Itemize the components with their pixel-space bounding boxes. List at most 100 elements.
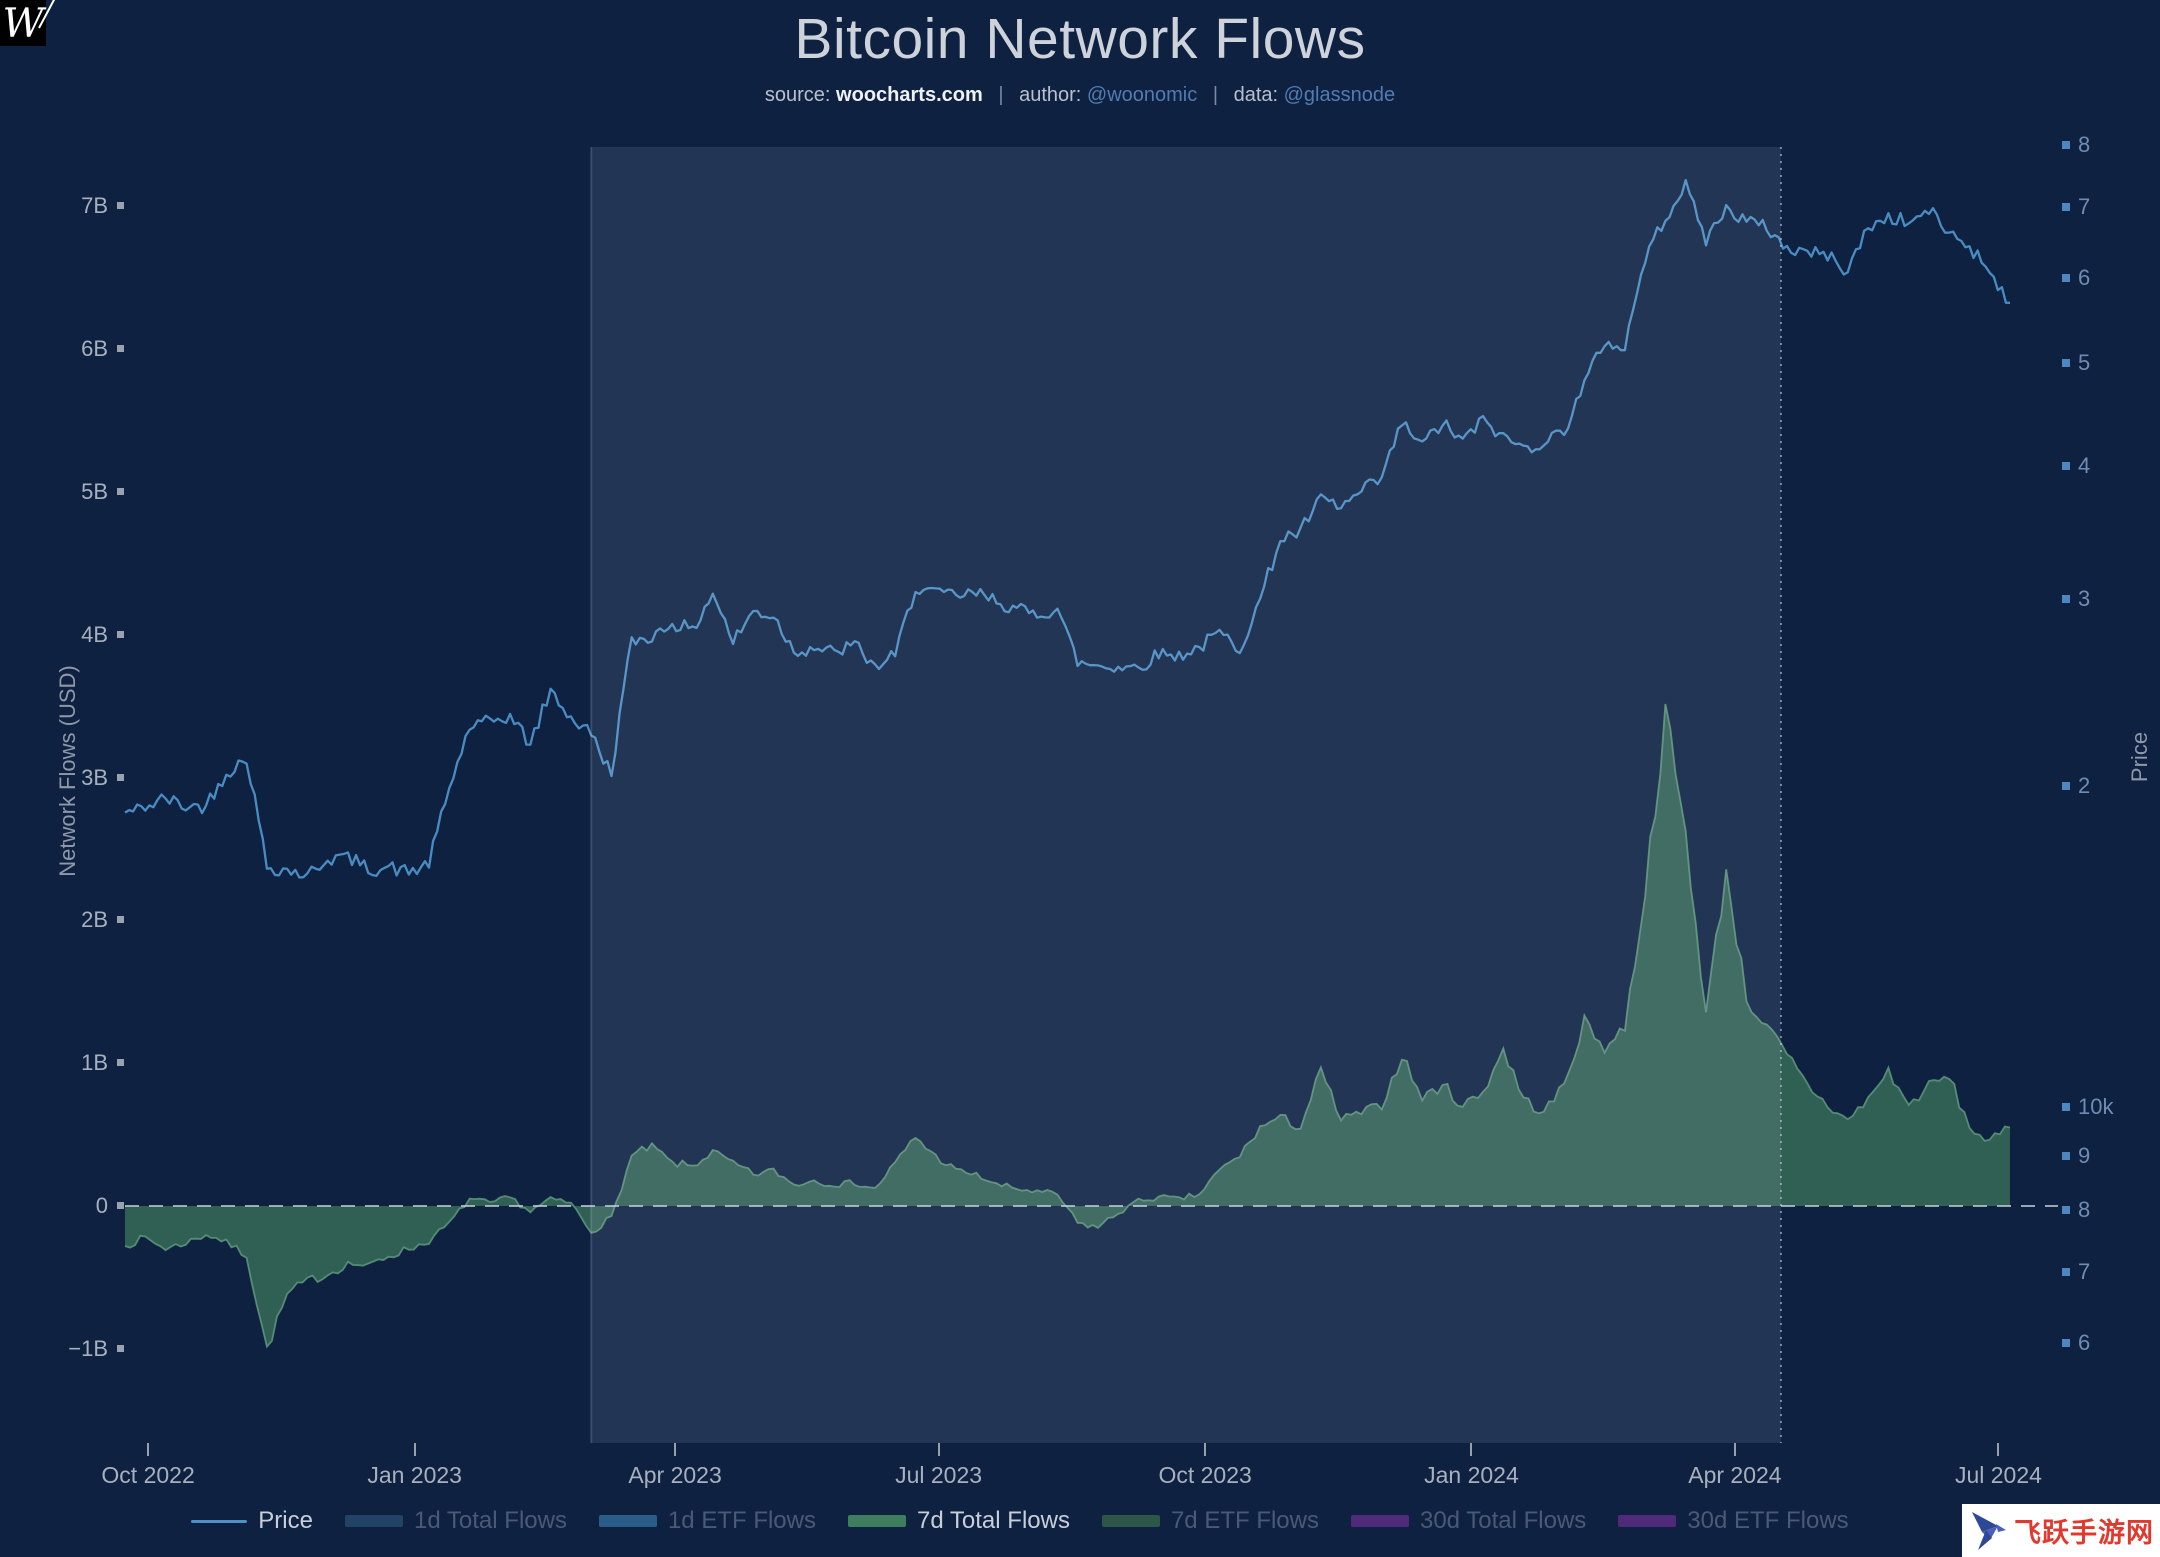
right-axis-tick-mark [2062, 1206, 2070, 1215]
legend-label: 1d ETF Flows [667, 1507, 816, 1534]
legend: Price 1d Total Flows 1d ETF Flows 7d Total … [0, 1507, 2040, 1535]
subtitle-separator: | [998, 84, 1004, 106]
left-axis-tick-mark [117, 630, 124, 638]
woocharts-logo[interactable]: W [0, 0, 56, 47]
right-axis-tick-mark [2062, 1103, 2070, 1111]
x-axis-tick-label: Apr 2024 [1688, 1462, 1782, 1488]
right-axis-tick-label: 10k [2078, 1094, 2114, 1119]
right-axis-tick-label: 4 [2078, 452, 2091, 478]
legend-item-1d-etf-flows[interactable]: 1d ETF Flows [598, 1507, 816, 1535]
left-axis-tick-label: 6B [81, 336, 108, 362]
x-axis-tick-mark [147, 1443, 150, 1456]
source-link[interactable]: woocharts.com [836, 84, 983, 106]
legend-item-7d-etf-flows[interactable]: 7d ETF Flows [1101, 1507, 1319, 1535]
data-link[interactable]: @glassnode [1283, 84, 1396, 106]
x-axis-tick-label: Oct 2022 [101, 1462, 195, 1488]
x-axis-tick-mark [1204, 1443, 1207, 1456]
legend-swatch [1101, 1515, 1160, 1527]
left-axis-tick-mark [117, 488, 124, 495]
left-axis-tick-mark [117, 1202, 124, 1209]
left-axis-tick-label: 0 [95, 1193, 108, 1218]
legend-label: 30d Total Flows [1419, 1507, 1587, 1534]
author-label: author: [1019, 84, 1082, 106]
left-axis-tick-label: −1B [68, 1335, 108, 1361]
x-axis-tick-label: Apr 2023 [628, 1462, 722, 1488]
logo-letter: W [2, 1, 44, 47]
legend-swatch [847, 1515, 906, 1527]
right-axis-tick-mark [2062, 461, 2070, 470]
right-axis-tick-mark [2062, 594, 2070, 603]
x-axis-tick-label: Jul 2024 [1954, 1462, 2042, 1488]
highlight-region[interactable] [591, 147, 1781, 1443]
legend-label: 7d ETF Flows [1170, 1507, 1319, 1534]
right-axis-tick-label: 2 [2078, 773, 2091, 799]
flows-area-series [125, 704, 2010, 1347]
right-axis-tick-mark [2062, 1339, 2070, 1348]
legend-label: 1d Total Flows [413, 1507, 567, 1534]
watermark-text: 飞跃手游网 [2014, 1518, 2154, 1549]
right-axis-tick-mark [2062, 274, 2070, 283]
x-axis-tick-label: Jul 2023 [895, 1462, 983, 1488]
right-axis-tick-label: 6 [2078, 1330, 2091, 1356]
x-axis-tick-label: Oct 2023 [1158, 1462, 1252, 1488]
right-axis-tick-label: 8 [2078, 132, 2091, 158]
page-title: Bitcoin Network Flows [794, 7, 1366, 71]
right-axis-tick-mark [2062, 358, 2070, 367]
right-axis-title: Price [2127, 731, 2152, 783]
left-axis-tick-label: 5B [81, 479, 108, 504]
right-axis-tick-label: 3 [2078, 585, 2091, 611]
x-axis-tick-mark [1733, 1443, 1736, 1456]
left-axis-tick-mark [117, 1059, 124, 1067]
watermark: 飞跃手游网 [1962, 1504, 2160, 1557]
right-axis-tick-label: 7 [2078, 1258, 2091, 1284]
flows-area-edge [124, 703, 2011, 1349]
right-axis-tick-mark [2062, 141, 2070, 150]
left-axis-tick-mark [117, 1344, 124, 1352]
left-axis-tick-mark [117, 345, 124, 353]
right-axis-tick-label: 9 [2078, 1142, 2091, 1168]
left-axis-tick-label: 1B [81, 1050, 108, 1076]
price-line-series [124, 178, 2011, 879]
legend-swatch [1618, 1515, 1677, 1527]
legend-swatch [1350, 1515, 1409, 1527]
x-axis-tick-mark [674, 1443, 677, 1456]
right-axis-tick-mark [2062, 1151, 2070, 1160]
legend-label: 30d ETF Flows [1687, 1507, 1849, 1534]
legend-swatch [344, 1515, 403, 1527]
legend-swatch [191, 1519, 248, 1523]
x-axis-tick-mark [1470, 1443, 1473, 1456]
legend-item-30d-etf-flows[interactable]: 30d ETF Flows [1618, 1507, 1849, 1535]
legend-label: 7d Total Flows [916, 1507, 1070, 1534]
legend-item-30d-total-flows[interactable]: 30d Total Flows [1350, 1507, 1587, 1535]
right-axis-tick-label: 5 [2078, 349, 2091, 375]
right-axis-tick-mark [2062, 1267, 2070, 1276]
right-axis-tick-label: 8 [2078, 1197, 2091, 1223]
source-label: source: [764, 84, 831, 106]
right-axis-tick-label: 7 [2078, 193, 2091, 219]
x-axis-tick-mark [413, 1443, 416, 1456]
left-axis-tick-mark [117, 916, 124, 924]
left-axis-tick-label: 2B [81, 907, 108, 933]
left-axis-tick-label: 3B [81, 764, 108, 790]
x-axis-tick-label: Jan 2024 [1424, 1462, 1519, 1488]
author-link[interactable]: @woonomic [1086, 84, 1198, 106]
x-axis-tick-mark [1997, 1443, 2000, 1456]
legend-item-price[interactable]: Price [191, 1507, 313, 1535]
x-axis-tick-label: Jan 2023 [367, 1462, 462, 1488]
subtitle: source: woocharts.com | author: @woonomi… [0, 84, 2160, 107]
x-axis-tick-mark [937, 1443, 940, 1456]
left-axis-tick-mark [117, 202, 124, 210]
legend-label: Price [258, 1507, 313, 1534]
legend-item-7d-total-flows[interactable]: 7d Total Flows [847, 1507, 1070, 1535]
left-axis-tick-mark [117, 773, 124, 781]
right-axis-tick-mark [2062, 202, 2070, 211]
right-axis-tick-mark [2062, 782, 2070, 791]
data-label: data: [1233, 84, 1279, 106]
left-axis-tick-label: 7B [81, 193, 108, 219]
legend-item-1d-total-flows[interactable]: 1d Total Flows [344, 1507, 567, 1535]
subtitle-separator: | [1212, 84, 1219, 106]
legend-swatch [598, 1515, 657, 1527]
right-axis-tick-label: 6 [2078, 265, 2091, 291]
